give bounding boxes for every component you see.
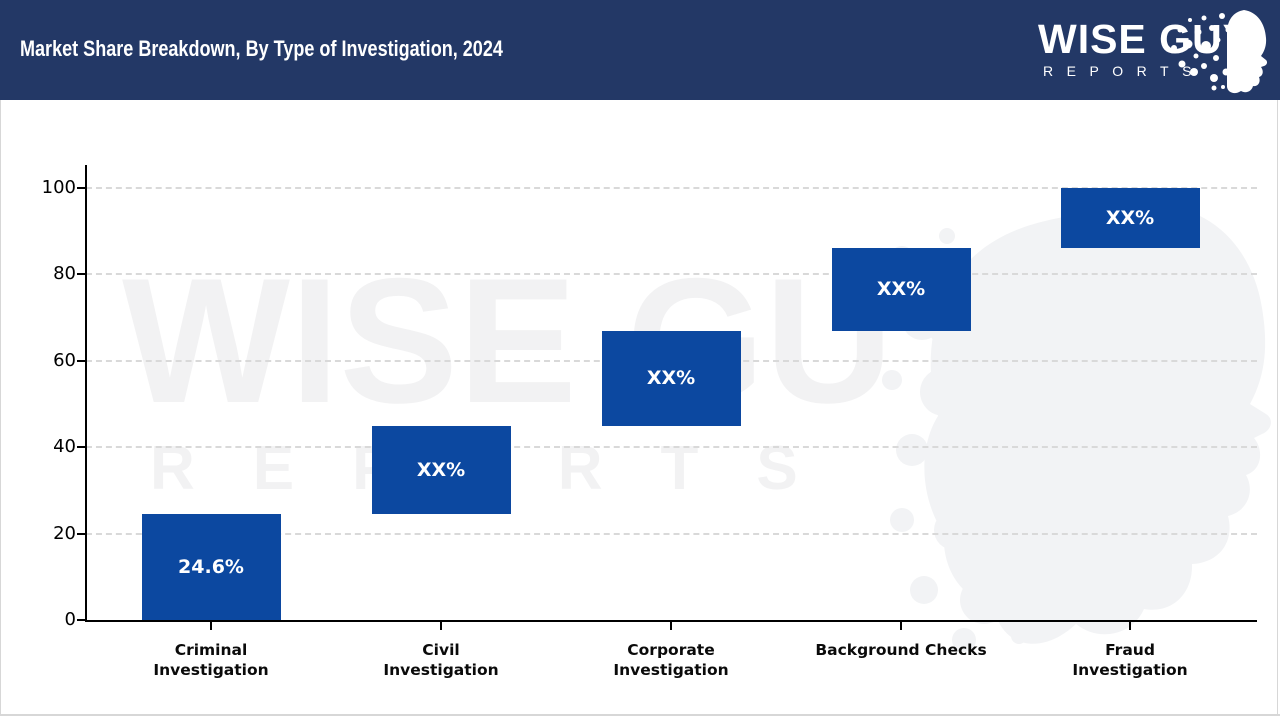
gridline-100 xyxy=(86,187,1257,189)
y-tick-mark xyxy=(77,446,85,449)
logo-text: WISE GUY REPORTS xyxy=(1038,16,1252,79)
x-tick-mark xyxy=(210,622,212,630)
y-tick-label: 20 xyxy=(53,522,76,544)
x-category-label: Corporate Investigation xyxy=(613,641,729,679)
header-bar: Market Share Breakdown, By Type of Inves… xyxy=(0,0,1280,100)
gridline-20 xyxy=(86,532,1257,535)
bar-fraud-investigation: XX% xyxy=(1060,188,1200,248)
y-tick-label: 80 xyxy=(53,263,76,285)
logo-subtitle: REPORTS xyxy=(1043,63,1205,79)
bar-value-label: 24.6% xyxy=(178,555,244,578)
bar-criminal-investigation: 24.6% xyxy=(141,513,281,620)
x-tick-mark xyxy=(670,622,672,630)
border-bottom xyxy=(0,714,1280,716)
y-tick-label: 100 xyxy=(41,177,76,198)
bar-value-label: XX% xyxy=(876,278,926,301)
x-axis-line xyxy=(85,620,1257,622)
bar-background-checks: XX% xyxy=(831,247,971,331)
logo-wordmark: WISE GUY xyxy=(1038,16,1252,62)
y-tick-mark xyxy=(77,273,85,276)
y-tick-label: 40 xyxy=(53,436,76,458)
x-tick-mark xyxy=(1129,622,1131,630)
x-category-label: Background Checks xyxy=(815,641,987,659)
y-tick-mark xyxy=(77,359,85,362)
x-tick-mark xyxy=(440,622,442,630)
gridline-80 xyxy=(86,273,1257,276)
x-category-label: Fraud Investigation xyxy=(1072,641,1188,679)
bar-civil-investigation: XX% xyxy=(371,425,511,514)
bar-value-label: XX% xyxy=(1105,206,1155,229)
y-tick-mark xyxy=(77,532,85,535)
y-tick-mark xyxy=(77,187,85,189)
bar-value-label: XX% xyxy=(416,458,466,481)
x-category-label: Criminal Investigation xyxy=(153,641,269,679)
chart-title: Market Share Breakdown, By Type of Inves… xyxy=(20,36,503,61)
y-tick-label: 0 xyxy=(64,609,76,630)
face-profile-dots-icon xyxy=(1171,10,1268,94)
y-axis-line xyxy=(85,165,87,622)
bar-value-label: XX% xyxy=(646,367,696,390)
wise-guy-reports-logo: WISE GUY REPORTS xyxy=(998,6,1268,94)
bar-corporate-investigation: XX% xyxy=(601,330,741,426)
x-category-label: Civil Investigation xyxy=(383,641,499,679)
border-left xyxy=(0,100,1,716)
y-tick-mark xyxy=(77,619,85,621)
y-tick-label: 60 xyxy=(53,349,76,371)
gridline-40 xyxy=(86,446,1257,449)
border-right xyxy=(1277,100,1278,716)
x-tick-mark xyxy=(900,622,902,630)
